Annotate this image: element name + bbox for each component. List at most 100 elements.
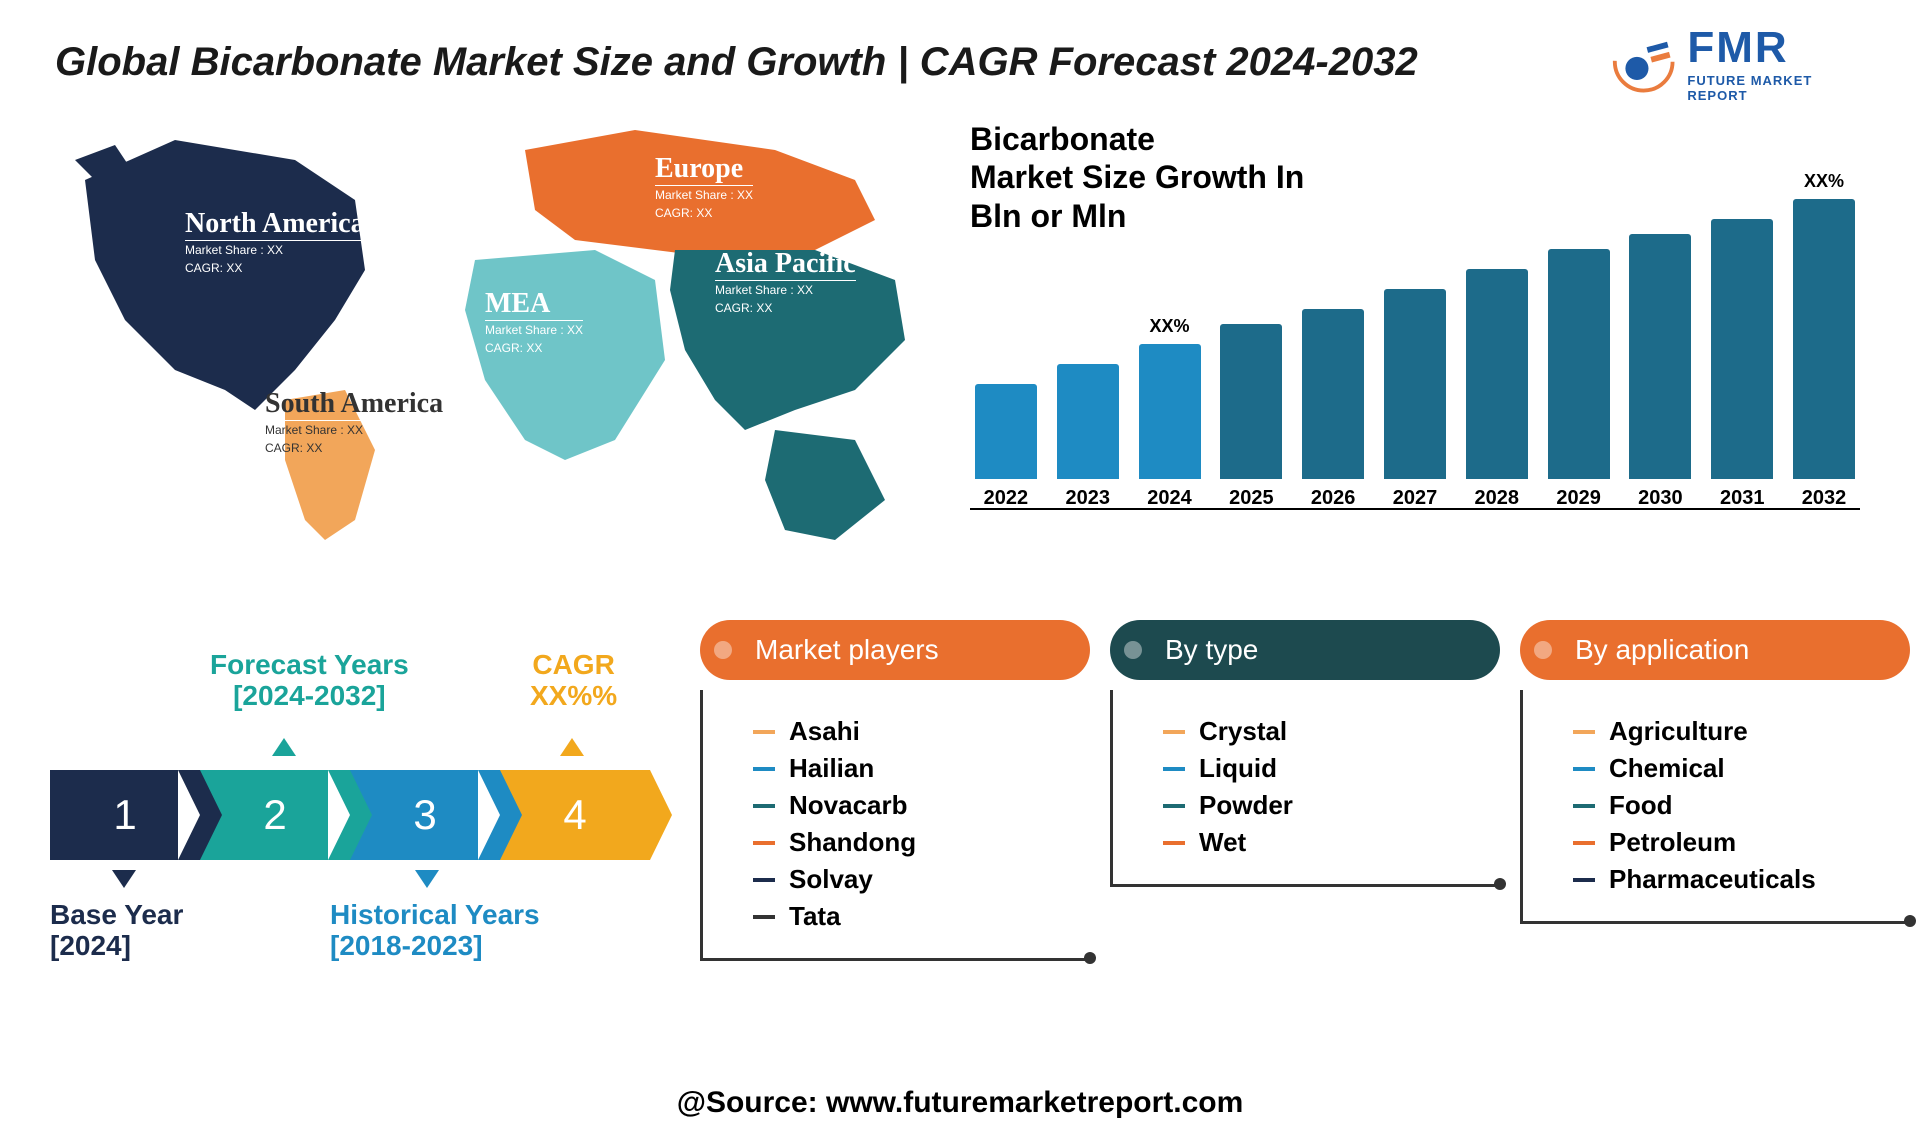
category-item: Powder <box>1163 790 1470 821</box>
tick-icon <box>1163 730 1185 734</box>
region-label-asia-pacific: Asia Pacific Market Share : XX CAGR: XX <box>715 250 856 315</box>
category-item-label: Solvay <box>789 864 873 895</box>
region-label-mea: MEA Market Share : XX CAGR: XX <box>485 290 583 355</box>
label-historical: Historical Years [2018-2023] <box>330 900 540 962</box>
category-item-label: Agriculture <box>1609 716 1748 747</box>
label-base: Base Year [2024] <box>50 900 183 962</box>
bar-year-label: 2027 <box>1393 487 1438 510</box>
region-north-america <box>75 140 365 410</box>
historical-text1: Historical Years <box>330 900 540 931</box>
category-item: Tata <box>753 901 1060 932</box>
bar-2026: 2026 <box>1297 309 1369 510</box>
bar-year-label: 2028 <box>1475 487 1520 510</box>
bar-year-label: 2022 <box>984 487 1029 510</box>
historical-text2: [2018-2023] <box>330 931 540 962</box>
timeline: Forecast Years [2024-2032] CAGR XX%% 123… <box>40 630 660 990</box>
bar-2024: XX% 2024 <box>1134 344 1206 510</box>
category-market-players: Market players Asahi Hailian Novacarb Shando… <box>700 620 1090 1060</box>
bar-chart: Bicarbonate Market Size Growth In Bln or… <box>970 120 1860 550</box>
bar-rect <box>1711 219 1773 479</box>
bar-rect <box>1629 234 1691 479</box>
bar-2027: 2027 <box>1379 289 1451 510</box>
category-item: Chemical <box>1573 753 1880 784</box>
category-item: Wet <box>1163 827 1470 858</box>
category-by-application: By applicationAgricultureChemicalFoodPet… <box>1520 620 1910 1060</box>
page-title: Global Bicarbonate Market Size and Growt… <box>55 40 1418 85</box>
bar-2028: 2028 <box>1461 269 1533 510</box>
bar-rect <box>1139 344 1201 479</box>
tick-icon <box>753 767 775 771</box>
category-item: Novacarb <box>753 790 1060 821</box>
base-text1: Base Year <box>50 900 183 931</box>
region-name: MEA <box>485 290 583 318</box>
tick-icon <box>1573 767 1595 771</box>
tick-icon <box>1163 804 1185 808</box>
bar-year-label: 2023 <box>1065 487 1110 510</box>
logo-text-sub: FUTURE MARKET REPORT <box>1687 73 1870 103</box>
category-item-label: Chemical <box>1609 753 1725 784</box>
category-item-label: Petroleum <box>1609 827 1736 858</box>
base-text2: [2024] <box>50 931 183 962</box>
bar-rect <box>975 384 1037 479</box>
region-cagr: CAGR: XX <box>715 299 856 315</box>
world-map: North America Market Share : XX CAGR: XX… <box>55 120 925 550</box>
forecast-text1: Forecast Years <box>210 650 409 681</box>
bar-year-label: 2025 <box>1229 487 1274 510</box>
category-item: Food <box>1573 790 1880 821</box>
bar-container: 2022 2023 XX% 2024 2025 2026 2027 2028 20… <box>970 200 1860 510</box>
category-item-label: Liquid <box>1199 753 1277 784</box>
arrow-cagr-icon <box>560 738 584 756</box>
category-item: Agriculture <box>1573 716 1880 747</box>
tick-icon <box>753 878 775 882</box>
region-name: Europe <box>655 155 753 183</box>
bar-value-label: XX% <box>1150 316 1190 337</box>
category-item-list: Agriculture Chemical Food Petroleum Pharmace… <box>1520 690 1910 924</box>
region-share: Market Share : XX <box>655 185 753 202</box>
category-item-label: Tata <box>789 901 841 932</box>
bar-2030: 2030 <box>1625 234 1697 510</box>
category-item: Solvay <box>753 864 1060 895</box>
bar-year-label: 2030 <box>1638 487 1683 510</box>
category-item: Asahi <box>753 716 1060 747</box>
tick-icon <box>753 804 775 808</box>
label-cagr: CAGR XX%% <box>530 650 617 712</box>
category-item-label: Wet <box>1199 827 1246 858</box>
bar-2022: 2022 <box>970 384 1042 510</box>
region-label-europe: Europe Market Share : XX CAGR: XX <box>655 155 753 220</box>
category-item-label: Asahi <box>789 716 860 747</box>
bar-rect <box>1057 364 1119 479</box>
region-mea <box>465 250 665 460</box>
category-pill: By type <box>1110 620 1500 680</box>
region-label-south-america: South America Market Share : XX CAGR: XX <box>265 390 443 455</box>
arrow-historical-icon <box>415 870 439 888</box>
category-item: Pharmaceuticals <box>1573 864 1880 895</box>
chart-title-line1: Bicarbonate <box>970 120 1860 158</box>
chart-baseline <box>970 508 1860 510</box>
tick-icon <box>1573 878 1595 882</box>
region-name: Asia Pacific <box>715 250 856 278</box>
category-item: Hailian <box>753 753 1060 784</box>
timeline-box-4: 4 <box>500 770 650 860</box>
category-pill: Market players <box>700 620 1090 680</box>
bar-rect <box>1220 324 1282 479</box>
source-text: @Source: www.futuremarketreport.com <box>0 1086 1920 1120</box>
bar-2025: 2025 <box>1215 324 1287 510</box>
tick-icon <box>753 841 775 845</box>
region-cagr: CAGR: XX <box>485 339 583 355</box>
category-item-list: Crystal Liquid Powder Wet <box>1110 690 1500 887</box>
tick-icon <box>1573 730 1595 734</box>
category-item: Crystal <box>1163 716 1470 747</box>
bar-2029: 2029 <box>1543 249 1615 510</box>
category-item: Shandong <box>753 827 1060 858</box>
bar-rect <box>1793 199 1855 479</box>
arrow-base-icon <box>112 870 136 888</box>
region-cagr: CAGR: XX <box>265 439 443 455</box>
cagr-text2: XX%% <box>530 681 617 712</box>
region-share: Market Share : XX <box>485 320 583 337</box>
region-label-north-america: North America Market Share : XX CAGR: XX <box>185 210 365 275</box>
category-item-label: Novacarb <box>789 790 908 821</box>
timeline-row: 1234 <box>50 770 650 860</box>
tick-icon <box>753 730 775 734</box>
label-forecast: Forecast Years [2024-2032] <box>210 650 409 712</box>
category-item-label: Powder <box>1199 790 1293 821</box>
